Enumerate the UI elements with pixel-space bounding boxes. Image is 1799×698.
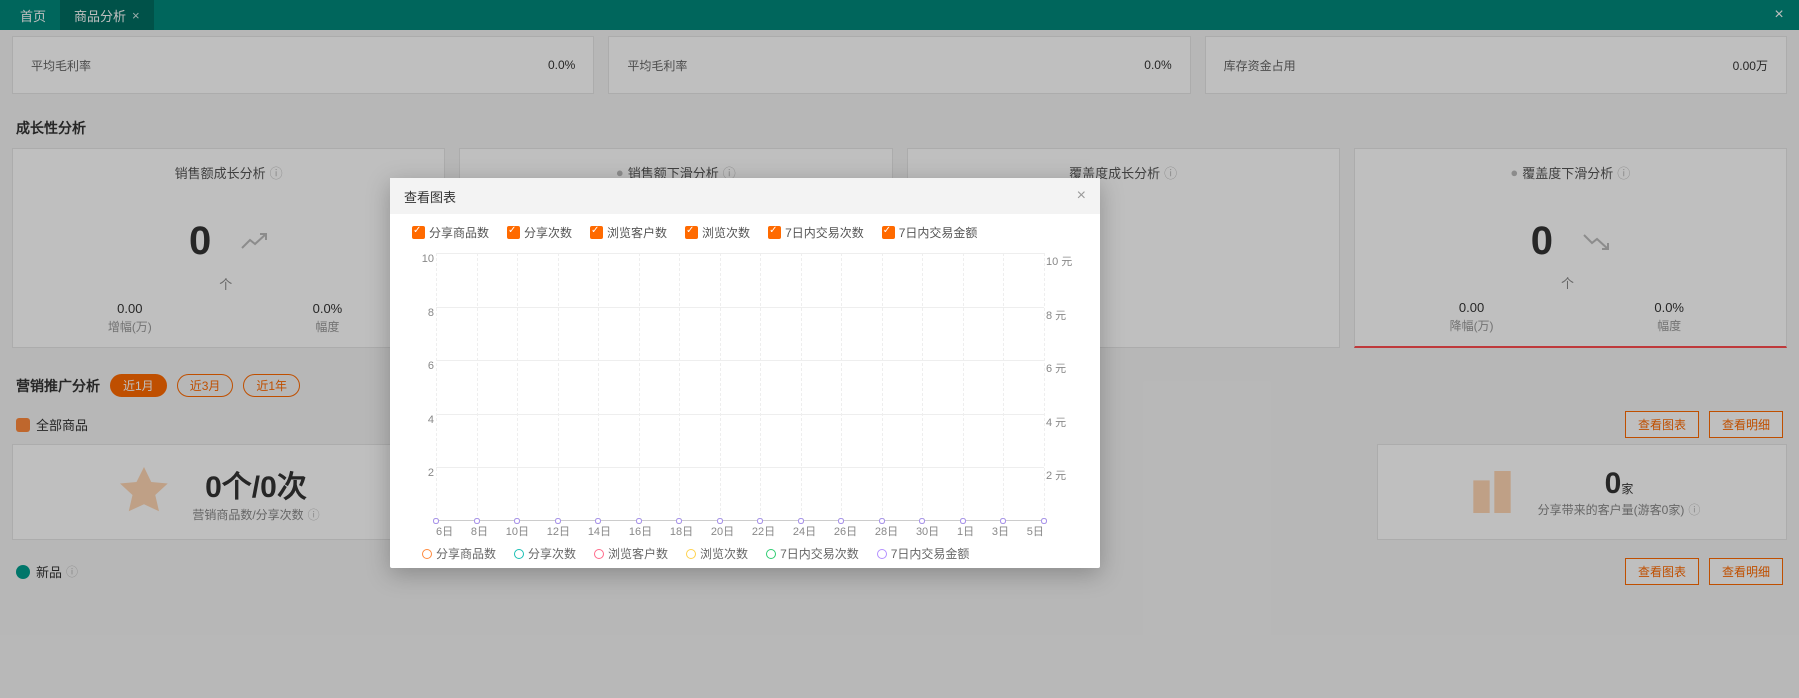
chart-plot bbox=[436, 253, 1044, 521]
legend-checkbox[interactable]: 7日内交易金额 bbox=[882, 224, 978, 241]
chart-legend-top: 分享商品数 分享次数 浏览客户数 浏览次数 7日内交易次数 7日内交易金额 bbox=[406, 224, 1084, 249]
legend-checkbox[interactable]: 分享商品数 bbox=[412, 224, 489, 241]
chart-area: 108642 10 元8 元6 元4 元2 元 6日8日10日12日14日16日… bbox=[436, 253, 1044, 539]
chart-legend-bottom: 分享商品数 分享次数 浏览客户数 浏览次数 7日内交易次数 7日内交易金额 bbox=[406, 539, 1084, 562]
legend-item[interactable]: 浏览客户数 bbox=[594, 545, 668, 562]
legend-checkbox[interactable]: 7日内交易次数 bbox=[768, 224, 864, 241]
modal-title: 查看图表 bbox=[404, 187, 456, 206]
y-axis-right: 10 元8 元6 元4 元2 元 bbox=[1046, 253, 1082, 521]
x-axis: 6日8日10日12日14日16日18日20日22日24日26日28日30日1日3… bbox=[436, 523, 1044, 539]
legend-checkbox[interactable]: 浏览客户数 bbox=[590, 224, 667, 241]
legend-item[interactable]: 7日内交易金额 bbox=[877, 545, 970, 562]
legend-checkbox[interactable]: 浏览次数 bbox=[685, 224, 750, 241]
y-axis-left: 108642 bbox=[410, 253, 434, 521]
legend-item[interactable]: 浏览次数 bbox=[686, 545, 748, 562]
chart-modal: 查看图表 × 分享商品数分享次数浏览客户数浏览次数7日内交易次数7日内交易金额 … bbox=[390, 178, 1100, 568]
legend-item[interactable]: 分享次数 bbox=[514, 545, 576, 562]
legend-checkbox[interactable]: 分享次数 bbox=[507, 224, 572, 241]
modal-close-icon[interactable]: × bbox=[1077, 187, 1086, 205]
legend-item[interactable]: 7日内交易次数 bbox=[766, 545, 859, 562]
legend-item[interactable]: 分享商品数 bbox=[422, 545, 496, 562]
modal-header: 查看图表 × bbox=[390, 178, 1100, 214]
